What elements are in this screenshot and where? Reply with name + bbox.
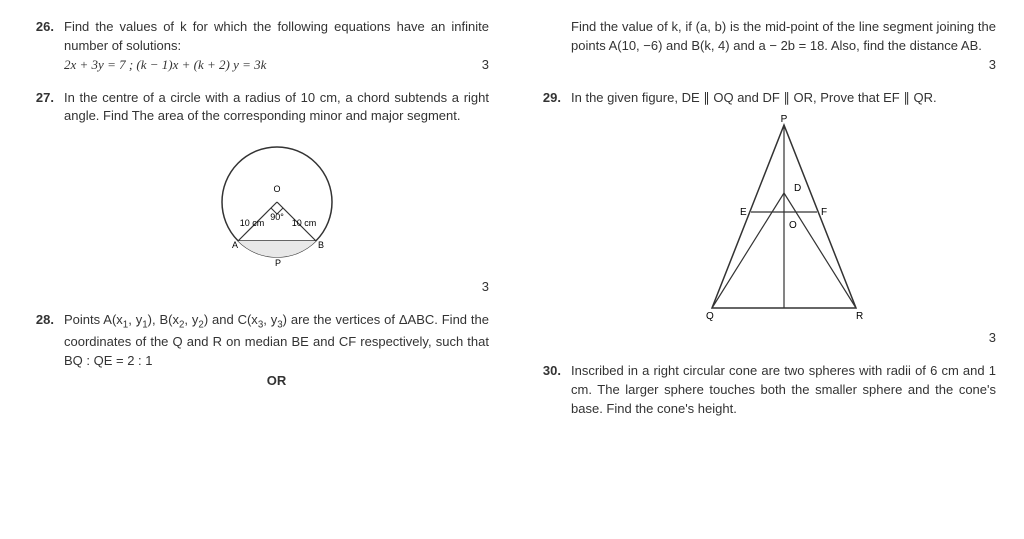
label-10cm-right: 10 cm bbox=[291, 218, 316, 228]
t-d: , y bbox=[184, 312, 198, 327]
lbl-r: R bbox=[856, 311, 863, 322]
label-o: O bbox=[273, 184, 280, 194]
question-27: 27. In the centre of a circle with a rad… bbox=[28, 89, 489, 298]
q27-marks: 3 bbox=[482, 278, 489, 297]
q28-text: Points A(x1, y1), B(x2, y2) and C(x3, y3… bbox=[64, 312, 489, 368]
label-b: B bbox=[318, 240, 324, 250]
question-28: 28. Points A(x1, y1), B(x2, y2) and C(x3… bbox=[28, 311, 489, 391]
q28-or: OR bbox=[64, 372, 489, 391]
label-p: P bbox=[275, 258, 281, 268]
q28-body: Points A(x1, y1), B(x2, y2) and C(x3, y3… bbox=[64, 311, 489, 391]
q30-number: 30. bbox=[535, 362, 561, 419]
t-c: ), B(x bbox=[148, 312, 179, 327]
q28b-marks: 3 bbox=[989, 56, 996, 75]
t-f: , y bbox=[263, 312, 277, 327]
q29-text: In the given figure, DE ∥ OQ and DF ∥ OR… bbox=[571, 90, 937, 105]
q30-text: Inscribed in a right circular cone are t… bbox=[571, 363, 996, 416]
q26-number: 26. bbox=[28, 18, 54, 75]
q26-marks: 3 bbox=[482, 56, 489, 75]
label-90: 90° bbox=[270, 212, 284, 222]
q27-text: In the centre of a circle with a radius … bbox=[64, 90, 489, 124]
lbl-e: E bbox=[740, 207, 747, 218]
q27-figure: O 10 cm 10 cm 90° A B P bbox=[64, 132, 489, 272]
question-30: 30. Inscribed in a right circular cone a… bbox=[535, 362, 996, 419]
question-29: 29. In the given figure, DE ∥ OQ and DF … bbox=[535, 89, 996, 349]
line-qd bbox=[712, 193, 784, 308]
question-28-alt: Find the value of k, if (a, b) is the mi… bbox=[535, 18, 996, 75]
q27-number: 27. bbox=[28, 89, 54, 298]
triangle-figure: P D E F O Q R bbox=[684, 113, 884, 323]
question-26: 26. Find the values of k for which the f… bbox=[28, 18, 489, 75]
right-column: Find the value of k, if (a, b) is the mi… bbox=[535, 18, 996, 529]
label-10cm-left: 10 cm bbox=[239, 218, 264, 228]
line-rd bbox=[784, 193, 856, 308]
circle-chord-figure: O 10 cm 10 cm 90° A B P bbox=[202, 132, 352, 272]
label-a: A bbox=[232, 240, 238, 250]
q29-marks: 3 bbox=[989, 329, 996, 348]
left-column: 26. Find the values of k for which the f… bbox=[28, 18, 489, 529]
minor-segment-shade bbox=[238, 241, 316, 257]
q28b-text: Find the value of k, if (a, b) is the mi… bbox=[571, 19, 996, 53]
t-b: , y bbox=[128, 312, 142, 327]
q28-number: 28. bbox=[28, 311, 54, 391]
lbl-f: F bbox=[821, 207, 827, 218]
t-e: ) and C(x bbox=[204, 312, 258, 327]
lbl-p: P bbox=[780, 114, 787, 125]
q29-body: In the given figure, DE ∥ OQ and DF ∥ OR… bbox=[571, 89, 996, 349]
q26-text: Find the values of k for which the follo… bbox=[64, 19, 489, 53]
q29-figure: P D E F O Q R bbox=[571, 113, 996, 323]
lbl-d: D bbox=[794, 183, 801, 194]
page: 26. Find the values of k for which the f… bbox=[0, 0, 1024, 539]
q28b-body: Find the value of k, if (a, b) is the mi… bbox=[571, 18, 996, 75]
q27-body: In the centre of a circle with a radius … bbox=[64, 89, 489, 298]
q29-number: 29. bbox=[535, 89, 561, 349]
lbl-q: Q bbox=[706, 311, 714, 322]
lbl-o: O bbox=[789, 220, 797, 231]
q28b-spacer bbox=[535, 18, 561, 75]
q26-body: Find the values of k for which the follo… bbox=[64, 18, 489, 75]
q26-equation: 2x + 3y = 7 ; (k − 1)x + (k + 2) y = 3k bbox=[64, 57, 266, 72]
q30-body: Inscribed in a right circular cone are t… bbox=[571, 362, 996, 419]
t-a: Points A(x bbox=[64, 312, 123, 327]
